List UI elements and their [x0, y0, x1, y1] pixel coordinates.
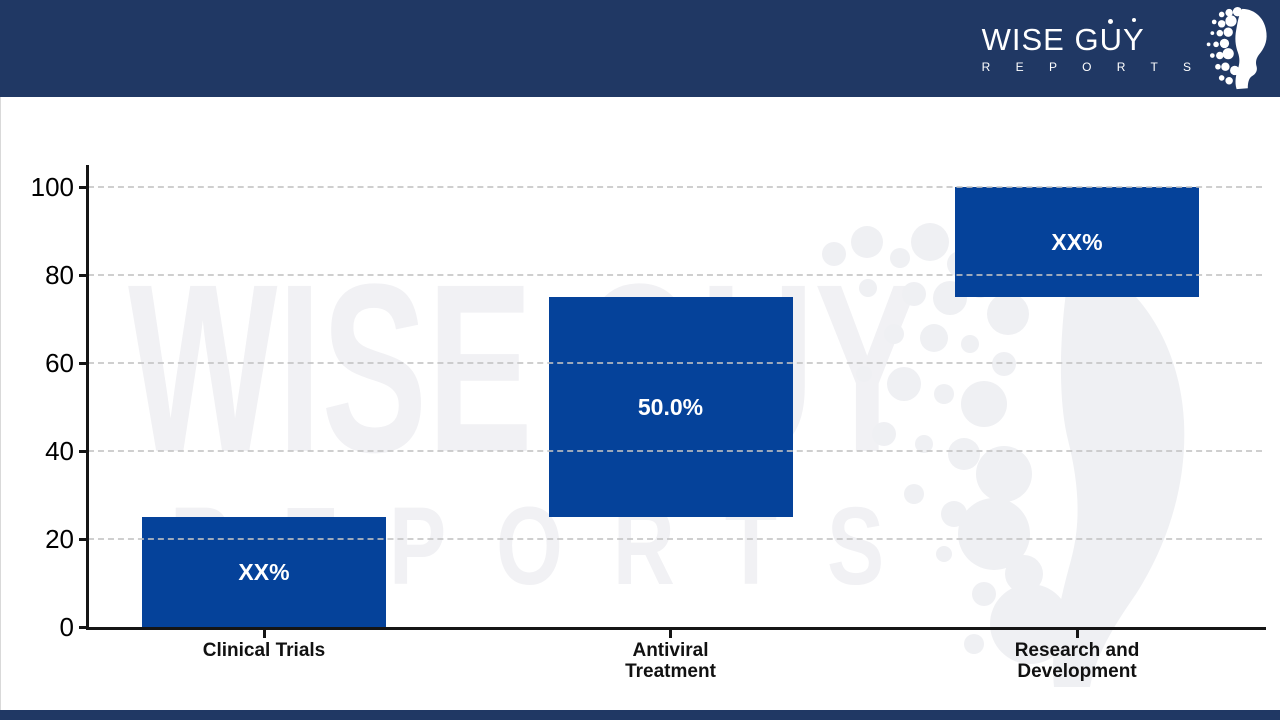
- x-category-label-line: Research and: [1014, 640, 1140, 661]
- y-tick: [79, 625, 88, 629]
- y-tick: [79, 361, 88, 365]
- y-tick-label: 0: [59, 612, 74, 642]
- logo-dot: [1107, 19, 1113, 24]
- logo-name: WISE GUY: [982, 18, 1145, 57]
- bar-value-label: XX%: [1051, 228, 1103, 255]
- logo-subtitle: R E P O R T S: [981, 60, 1202, 74]
- bar-1: XX%: [142, 517, 386, 627]
- y-tick: [79, 273, 88, 277]
- gridline-40: [88, 450, 1262, 452]
- y-tick-label: 60: [45, 348, 74, 378]
- gridline-60: [88, 362, 1262, 364]
- y-tick-label: 100: [30, 172, 74, 202]
- logo-head-icon: [1206, 6, 1267, 89]
- bar-3: XX%: [955, 187, 1199, 297]
- x-category-label-line: Clinical Trials: [202, 640, 326, 661]
- x-tick: [1075, 630, 1079, 638]
- x-category-label-line: Antiviral: [632, 640, 709, 661]
- gridline-20: [88, 538, 1262, 540]
- y-axis-line: [86, 165, 89, 630]
- bar-value-label: 50.0%: [637, 393, 704, 420]
- y-tick: [79, 449, 88, 453]
- x-category-label-line: Development: [1017, 661, 1137, 682]
- y-tick: [79, 185, 88, 189]
- bar-2: 50.0%: [548, 297, 793, 517]
- x-tick: [262, 630, 266, 638]
- y-tick-label: 20: [45, 524, 74, 554]
- x-category-label: Research and Development: [917, 640, 1237, 682]
- x-axis-line: [86, 627, 1266, 630]
- y-tick-label: 80: [45, 260, 74, 290]
- header-bar: [0, 0, 1280, 97]
- wise-guy-reports-logo: WISE GUY R E P O R T S: [982, 0, 1274, 97]
- bar-value-label: XX%: [238, 558, 290, 585]
- x-category-label: Antiviral Treatment: [511, 640, 831, 682]
- gridline-80: [88, 274, 1262, 276]
- page-border-right: [0, 97, 1, 710]
- x-category-label: Clinical Trials: [104, 640, 424, 661]
- y-tick-label: 40: [45, 436, 74, 466]
- gridline-100: [88, 186, 1262, 188]
- x-tick: [669, 630, 672, 638]
- logo-dot: [1131, 18, 1136, 22]
- watermark-head-dots: [822, 223, 1185, 687]
- footer-bar: [0, 710, 1280, 720]
- logo-text: WISE GUY R E P O R T S: [981, 18, 1202, 74]
- x-category-label-line: Treatment: [625, 661, 716, 682]
- y-tick: [79, 537, 88, 541]
